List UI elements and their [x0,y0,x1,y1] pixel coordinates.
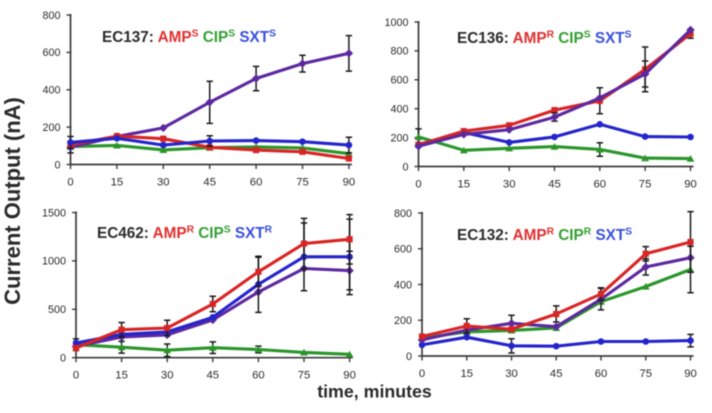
svg-text:800: 800 [42,10,60,22]
svg-text:30: 30 [503,179,516,191]
svg-text:75: 75 [296,177,309,189]
svg-text:60: 60 [594,179,607,191]
svg-text:600: 600 [390,75,408,87]
svg-text:EC132: AMPR CIPR SXTS: EC132: AMPR CIPR SXTS [457,227,632,245]
svg-text:500: 500 [48,304,66,316]
svg-text:60: 60 [250,177,263,189]
svg-text:EC137: AMPS CIPS SXTS: EC137: AMPS CIPS SXTS [102,29,276,47]
svg-text:90: 90 [684,368,697,380]
svg-text:60: 60 [595,368,608,380]
svg-text:15: 15 [458,179,471,191]
svg-text:75: 75 [640,368,653,380]
svg-text:600: 600 [394,244,412,256]
svg-text:0: 0 [419,368,425,380]
svg-text:800: 800 [394,208,412,220]
svg-text:15: 15 [115,370,128,382]
svg-text:90: 90 [684,179,697,191]
svg-text:30: 30 [505,368,518,380]
svg-text:400: 400 [42,85,60,97]
svg-text:400: 400 [390,104,408,116]
svg-text:0: 0 [406,351,412,363]
svg-text:1500: 1500 [42,207,66,219]
svg-text:60: 60 [252,370,265,382]
svg-text:600: 600 [42,47,60,59]
svg-text:200: 200 [42,122,60,134]
svg-text:45: 45 [203,177,216,189]
svg-text:90: 90 [343,370,356,382]
svg-text:1000: 1000 [384,17,408,29]
svg-text:30: 30 [157,177,170,189]
svg-text:200: 200 [394,315,412,327]
svg-text:45: 45 [207,370,220,382]
svg-text:15: 15 [111,177,124,189]
svg-text:15: 15 [461,368,474,380]
svg-text:0: 0 [415,179,421,191]
svg-text:time, minutes: time, minutes [317,382,432,402]
svg-text:75: 75 [639,179,652,191]
svg-text:0: 0 [60,353,66,365]
svg-text:EC136: AMPR CIPS SXTS: EC136: AMPR CIPS SXTS [457,30,632,48]
svg-text:0: 0 [402,161,408,173]
svg-text:75: 75 [298,370,311,382]
svg-text:0: 0 [54,159,60,171]
svg-text:45: 45 [550,368,563,380]
svg-text:45: 45 [548,179,561,191]
svg-text:90: 90 [343,177,356,189]
svg-text:30: 30 [161,370,174,382]
svg-text:0: 0 [67,177,73,189]
svg-text:200: 200 [390,132,408,144]
svg-text:0: 0 [73,370,79,382]
svg-text:EC462: AMPR CIPS SXTR: EC462: AMPR CIPS SXTR [97,225,273,243]
svg-text:800: 800 [390,46,408,58]
svg-text:Current Output (nA): Current Output (nA) [0,97,25,305]
svg-text:1000: 1000 [42,256,66,268]
svg-text:400: 400 [394,279,412,291]
